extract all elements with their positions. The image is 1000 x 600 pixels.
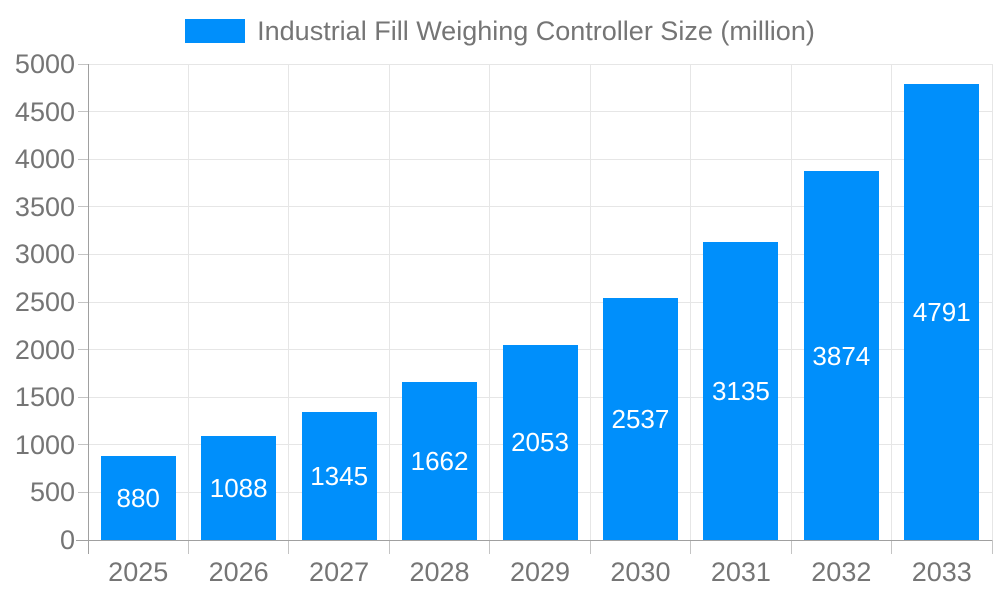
y-axis-tick <box>78 396 88 398</box>
bar-2030[interactable] <box>602 298 678 540</box>
x-axis-tick-label: 2031 <box>710 557 771 587</box>
bar-2025[interactable] <box>100 456 176 540</box>
bar-value-label: 2053 <box>511 427 569 458</box>
bar-value-label: 2537 <box>611 404 670 435</box>
y-axis-tick <box>78 158 88 160</box>
x-axis-tick <box>589 540 591 554</box>
y-axis-tick-label: 5000 <box>14 49 75 79</box>
bar-value-label: 4791 <box>912 296 971 327</box>
x-axis-tick-label: 2032 <box>811 557 872 587</box>
y-axis-tick-label: 2500 <box>14 287 75 317</box>
bar-value-label: 1088 <box>209 473 268 504</box>
gridline-vertical <box>690 64 692 540</box>
gridline-horizontal <box>88 158 992 160</box>
bar-2026[interactable] <box>201 436 277 540</box>
y-axis-tick <box>78 253 88 255</box>
legend-swatch <box>185 19 246 43</box>
y-axis-tick <box>78 111 88 113</box>
y-axis-tick-label: 4500 <box>14 96 75 127</box>
x-axis-tick <box>489 540 491 554</box>
gridline-horizontal <box>88 63 992 65</box>
gridline-vertical <box>288 64 290 540</box>
y-axis-tick-label: 4000 <box>14 144 75 175</box>
bar-2027[interactable] <box>301 411 377 540</box>
gridline-vertical <box>589 64 591 540</box>
bar-2031[interactable] <box>703 241 779 540</box>
gridline-vertical <box>790 64 792 540</box>
y-axis-tick <box>78 301 88 303</box>
gridline-horizontal <box>88 253 992 255</box>
x-axis-tick-label: 2025 <box>108 557 169 587</box>
bar-2032[interactable] <box>803 171 879 540</box>
y-axis-tick-label: 3000 <box>14 239 75 270</box>
y-axis-tick-label: 2000 <box>14 334 75 365</box>
bar-2029[interactable] <box>502 344 578 540</box>
y-axis-tick <box>78 349 88 351</box>
y-axis-tick <box>78 444 88 446</box>
legend[interactable]: Industrial Fill Weighing Controller Size… <box>0 17 1000 45</box>
y-axis-tick-label: 3500 <box>14 191 75 222</box>
gridline-vertical <box>891 64 893 540</box>
y-axis-tick-label: 500 <box>29 477 75 508</box>
x-axis-tick <box>690 540 692 554</box>
y-axis-tick <box>78 63 88 65</box>
x-axis-tick-label: 2028 <box>409 557 470 587</box>
gridline-vertical <box>489 64 491 540</box>
y-axis-tick-label: 1000 <box>14 429 75 460</box>
x-axis-tick-label: 2029 <box>509 557 571 587</box>
x-axis-tick <box>187 540 189 554</box>
gridline-vertical <box>991 64 993 540</box>
x-axis-tick <box>991 540 993 554</box>
x-axis-tick <box>891 540 893 554</box>
legend-label: Industrial Fill Weighing Controller Size… <box>257 16 815 46</box>
y-axis-tick-label: 0 <box>59 525 75 555</box>
gridline-horizontal <box>88 301 992 303</box>
bar-value-label: 3135 <box>711 375 770 406</box>
y-axis-tick <box>78 206 88 208</box>
bar-value-label: 3874 <box>812 340 871 371</box>
gridline-horizontal <box>88 111 992 113</box>
x-axis-line <box>76 539 992 541</box>
gridline-vertical <box>388 64 390 540</box>
x-axis-tick-label: 2030 <box>610 557 671 587</box>
x-axis-tick-label: 2033 <box>911 557 972 587</box>
x-axis-tick-label: 2026 <box>208 557 269 587</box>
bar-value-label: 880 <box>116 483 160 514</box>
y-axis-tick <box>78 491 88 493</box>
y-axis-tick-label: 1500 <box>14 382 75 413</box>
y-axis-line <box>87 64 89 554</box>
bar-2033[interactable] <box>904 83 980 540</box>
gridline-horizontal <box>88 206 992 208</box>
bar-value-label: 1662 <box>410 445 469 476</box>
gridline-vertical <box>187 64 189 540</box>
bar-2028[interactable] <box>402 381 478 540</box>
x-axis-tick-label: 2027 <box>309 557 370 587</box>
x-axis-tick <box>388 540 390 554</box>
bar-value-label: 1345 <box>310 460 369 491</box>
x-axis-tick <box>288 540 290 554</box>
x-axis-tick <box>790 540 792 554</box>
